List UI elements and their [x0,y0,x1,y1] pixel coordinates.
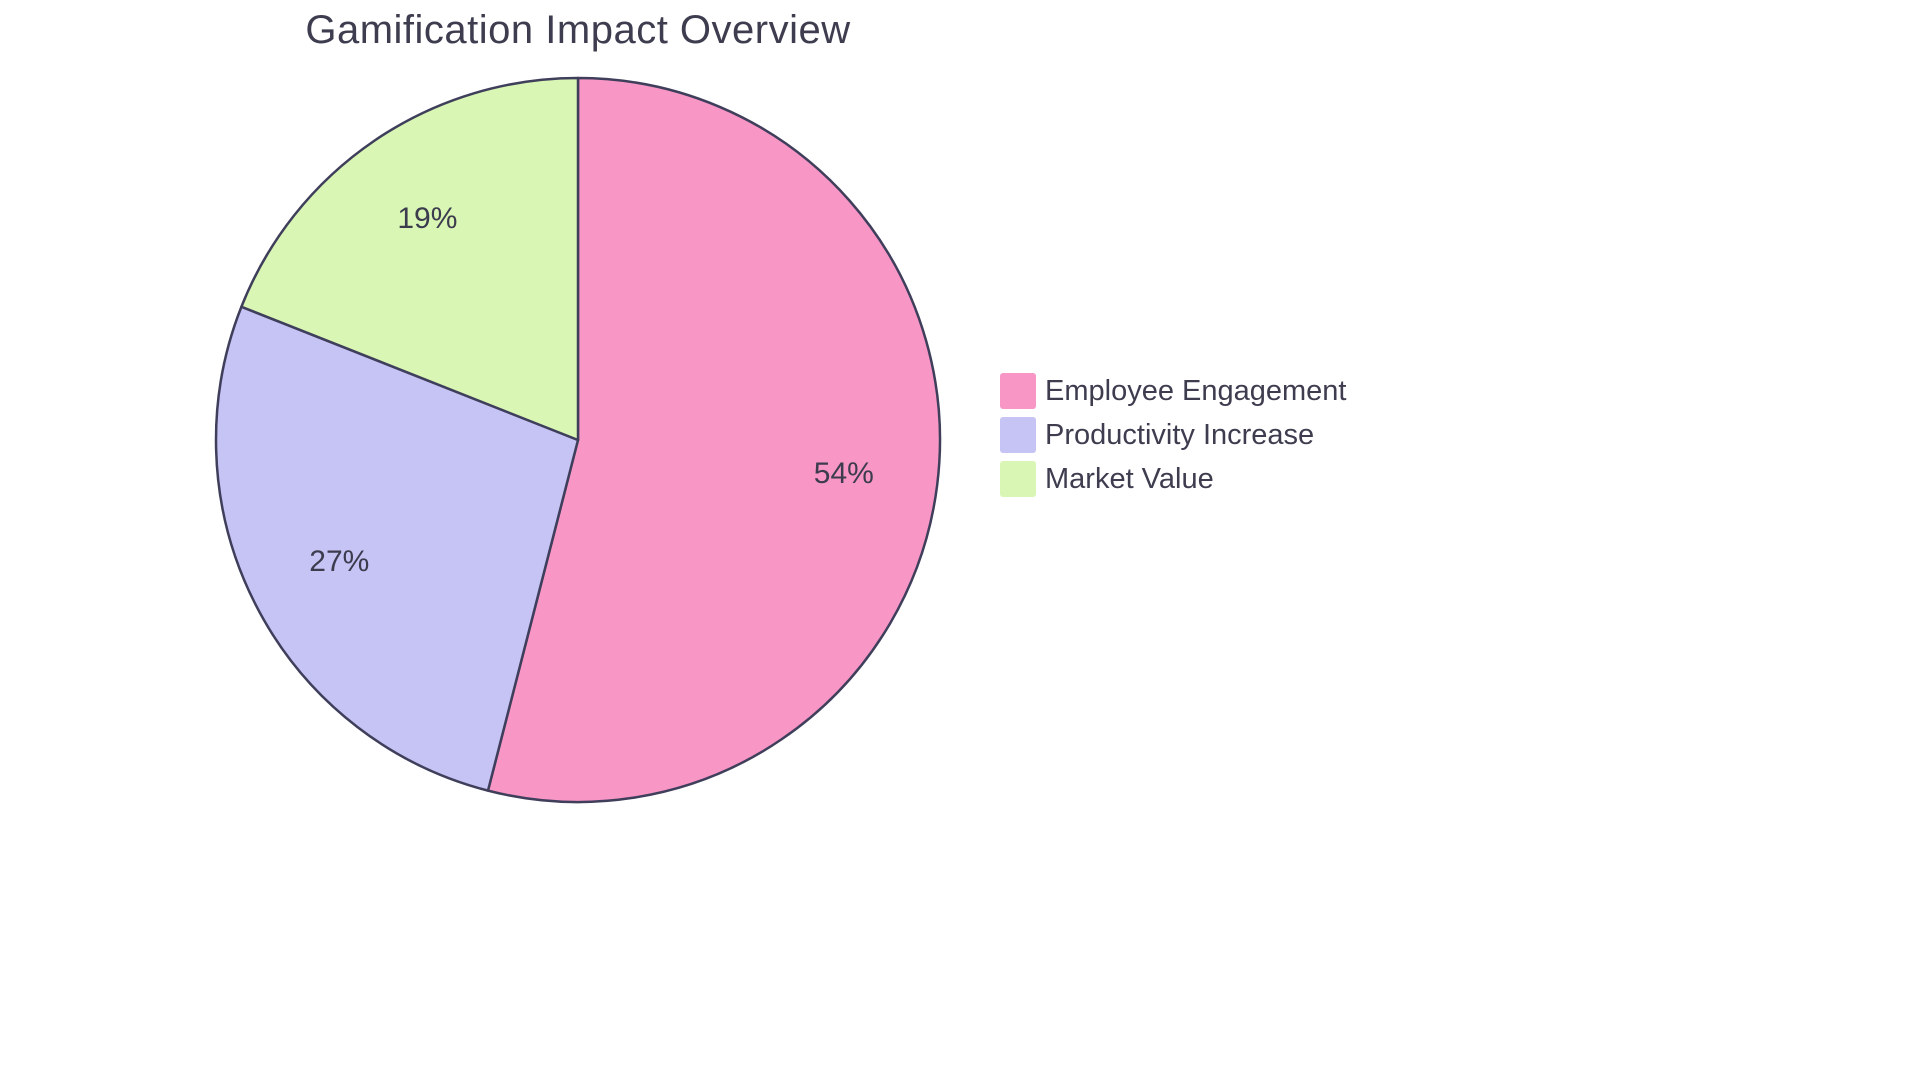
legend: Employee Engagement Productivity Increase… [1000,373,1346,497]
legend-label: Productivity Increase [1045,418,1315,451]
pie-slice-1 [214,305,580,792]
legend-item-1: Productivity Increase [1000,417,1346,453]
legend-swatch-icon [1000,461,1036,497]
pie-slice-2 [240,76,580,442]
legend-item-2: Market Value [1000,461,1346,497]
legend-swatch-icon [1000,373,1036,409]
legend-swatch-icon [1000,417,1036,453]
legend-item-0: Employee Engagement [1000,373,1346,409]
pie-slice-percentage-label: 27% [309,545,369,578]
pie-slice-percentage-label: 54% [814,457,874,490]
legend-label: Employee Engagement [1045,374,1347,407]
pie-slice-percentage-label: 19% [397,202,457,235]
pie-slice-0 [486,76,942,804]
legend-label: Market Value [1045,462,1214,495]
chart-title: Gamification Impact Overview [305,8,851,52]
